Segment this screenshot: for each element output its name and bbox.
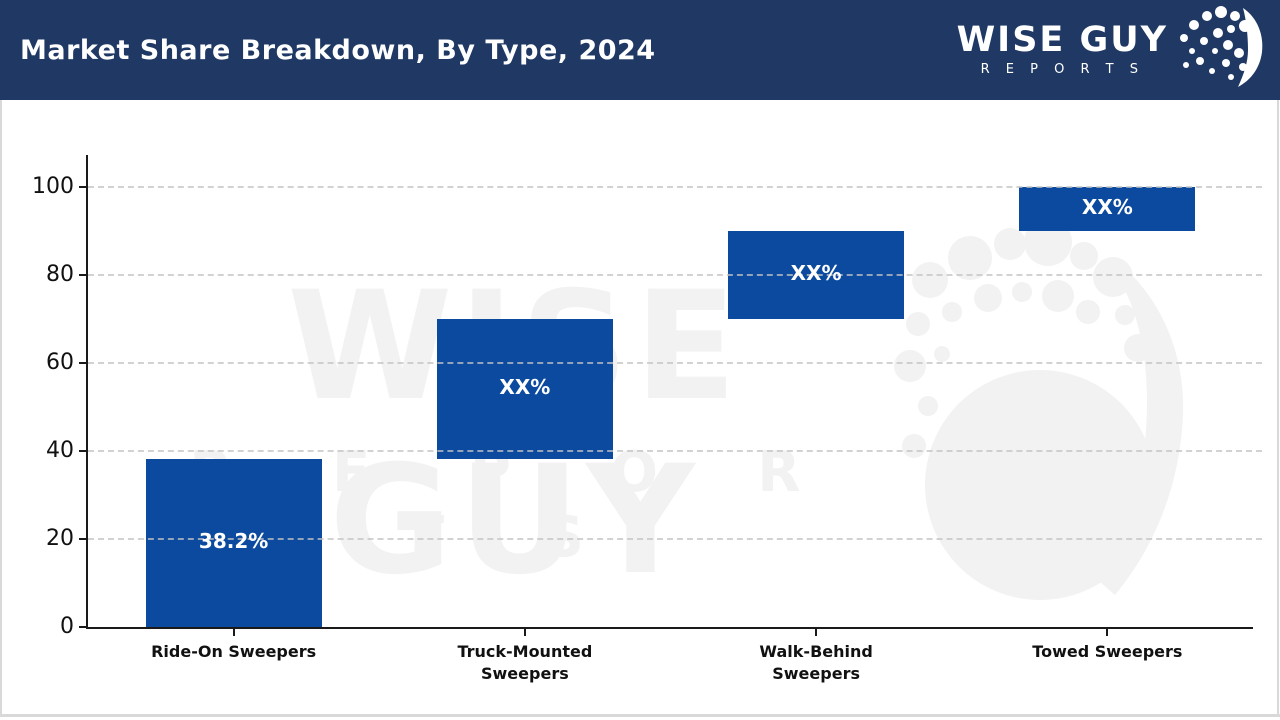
- header-band: Market Share Breakdown, By Type, 2024 WI…: [0, 0, 1280, 100]
- brand-subname: R E P O R T S: [980, 62, 1144, 77]
- brand-face-icon: [1170, 4, 1266, 96]
- x-axis-line: [86, 627, 1253, 629]
- gridline-20: [88, 537, 1262, 540]
- x-tick: [232, 628, 235, 636]
- category-label: Ride-On Sweepers: [151, 642, 317, 661]
- y-tick-80: [79, 273, 88, 276]
- category-label: Walk-Behind Sweepers: [759, 642, 873, 683]
- gridline-40: [88, 449, 1262, 452]
- page-title: Market Share Breakdown, By Type, 2024: [20, 34, 656, 66]
- gridline-80: [88, 273, 1262, 276]
- bar-value-label: XX%: [1081, 194, 1133, 219]
- y-tick-label-100: 100: [32, 173, 74, 199]
- category-label: Towed Sweepers: [1032, 642, 1183, 661]
- gridline-60: [88, 361, 1262, 364]
- y-tick-label-20: 20: [46, 525, 74, 551]
- left-edge-line: [0, 100, 2, 716]
- bottom-divider-line: [0, 714, 1280, 717]
- brand-name: WISE GUY: [956, 20, 1168, 60]
- x-tick: [815, 628, 818, 636]
- x-tick: [1106, 628, 1109, 636]
- category-label: Truck-Mounted Sweepers: [457, 642, 593, 683]
- y-tick-60: [79, 361, 88, 364]
- y-tick-100: [79, 185, 88, 188]
- bar-value-label: 38.2%: [198, 528, 269, 553]
- y-tick-label-60: 60: [46, 349, 74, 375]
- y-tick-label-40: 40: [46, 437, 74, 463]
- y-axis-line: [86, 155, 88, 629]
- y-tick-label-80: 80: [46, 261, 74, 287]
- bar-segment: [436, 318, 613, 459]
- y-tick-0: [79, 626, 88, 628]
- y-tick-40: [79, 449, 88, 452]
- bar-value-label: XX%: [790, 260, 842, 285]
- y-tick-label-0: 0: [60, 614, 74, 639]
- y-tick-20: [79, 537, 88, 540]
- x-tick: [523, 628, 526, 636]
- gridline-100: [88, 185, 1262, 188]
- waterfall-chart: 0 20 40 60 80 100 38.2% Ride-On Sweepers XX% Truc…: [0, 100, 1280, 720]
- bar-segment: [145, 458, 322, 627]
- brand-logo: WISE GUY R E P O R T S: [957, 4, 1280, 96]
- brand-logo-text: WISE GUY R E P O R T S: [956, 20, 1168, 78]
- bar-value-label: XX%: [499, 374, 551, 399]
- right-edge-line: [1277, 100, 1279, 716]
